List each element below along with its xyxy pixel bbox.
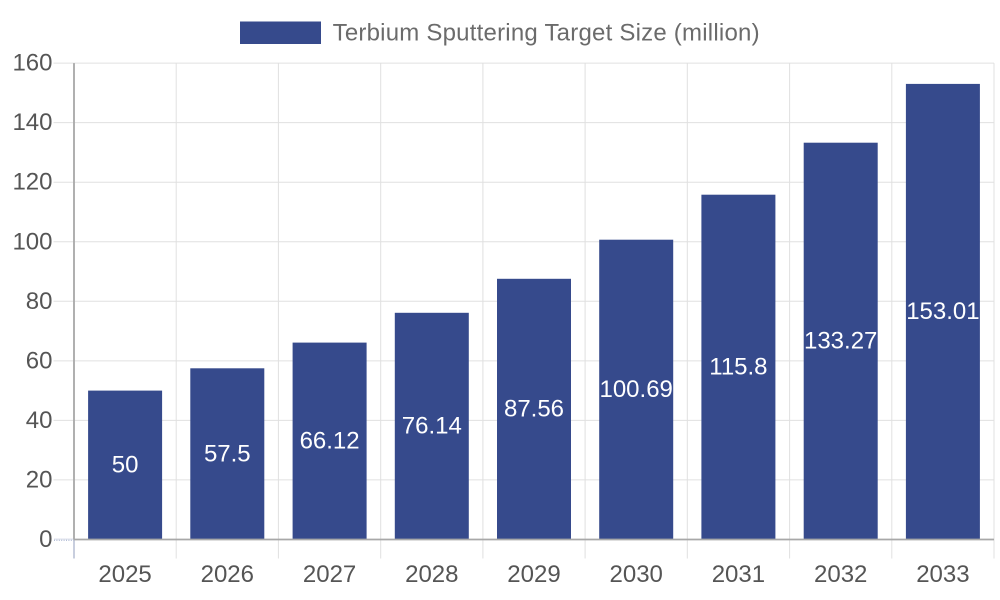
svg-text:115.8: 115.8: [709, 354, 767, 381]
svg-text:140: 140: [12, 109, 52, 136]
svg-text:2026: 2026: [201, 561, 254, 588]
svg-text:2029: 2029: [507, 561, 560, 588]
svg-text:133.27: 133.27: [804, 328, 877, 355]
svg-text:153.01: 153.01: [906, 298, 979, 325]
svg-text:2030: 2030: [610, 561, 663, 588]
svg-text:2032: 2032: [814, 561, 867, 588]
svg-text:0: 0: [39, 526, 52, 553]
svg-text:2028: 2028: [405, 561, 458, 588]
svg-text:Terbium Sputtering Target Size: Terbium Sputtering Target Size (million): [333, 19, 760, 46]
svg-text:2033: 2033: [916, 561, 969, 588]
svg-text:2031: 2031: [712, 561, 765, 588]
svg-text:57.5: 57.5: [204, 440, 251, 467]
svg-text:40: 40: [26, 407, 53, 434]
svg-text:160: 160: [12, 50, 52, 77]
svg-text:66.12: 66.12: [300, 428, 360, 455]
svg-text:120: 120: [12, 169, 52, 196]
svg-text:80: 80: [26, 288, 53, 315]
svg-text:60: 60: [26, 347, 53, 374]
svg-text:2027: 2027: [303, 561, 356, 588]
svg-text:100.69: 100.69: [599, 376, 672, 403]
svg-text:87.56: 87.56: [504, 396, 564, 423]
svg-text:100: 100: [12, 228, 52, 255]
svg-text:2025: 2025: [98, 561, 151, 588]
svg-text:50: 50: [112, 452, 139, 479]
svg-text:76.14: 76.14: [402, 413, 462, 440]
svg-text:20: 20: [26, 466, 53, 493]
